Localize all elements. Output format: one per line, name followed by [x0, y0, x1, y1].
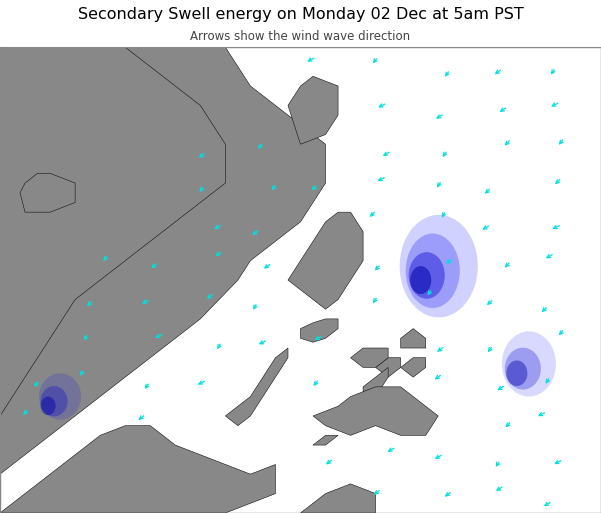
Ellipse shape	[502, 331, 556, 397]
Polygon shape	[313, 436, 338, 445]
Ellipse shape	[40, 397, 55, 415]
Ellipse shape	[410, 266, 432, 294]
Polygon shape	[401, 358, 426, 377]
Polygon shape	[0, 47, 326, 474]
Polygon shape	[376, 358, 401, 377]
Ellipse shape	[39, 373, 81, 420]
Polygon shape	[401, 329, 426, 348]
Ellipse shape	[409, 252, 445, 299]
Polygon shape	[288, 76, 338, 144]
Polygon shape	[300, 484, 376, 513]
Polygon shape	[313, 387, 438, 436]
Ellipse shape	[505, 348, 541, 389]
Polygon shape	[0, 426, 275, 513]
Polygon shape	[0, 47, 225, 416]
Text: Arrows show the wind wave direction: Arrows show the wind wave direction	[191, 30, 410, 43]
Polygon shape	[363, 367, 388, 406]
Text: Secondary Swell energy on Monday 02 Dec at 5am PST: Secondary Swell energy on Monday 02 Dec …	[78, 7, 523, 22]
Polygon shape	[300, 319, 338, 342]
Polygon shape	[225, 348, 288, 426]
Polygon shape	[350, 348, 388, 367]
Polygon shape	[20, 173, 75, 212]
Polygon shape	[288, 212, 363, 309]
Ellipse shape	[406, 233, 460, 308]
Ellipse shape	[400, 215, 478, 318]
Ellipse shape	[506, 361, 528, 386]
Ellipse shape	[40, 386, 67, 417]
